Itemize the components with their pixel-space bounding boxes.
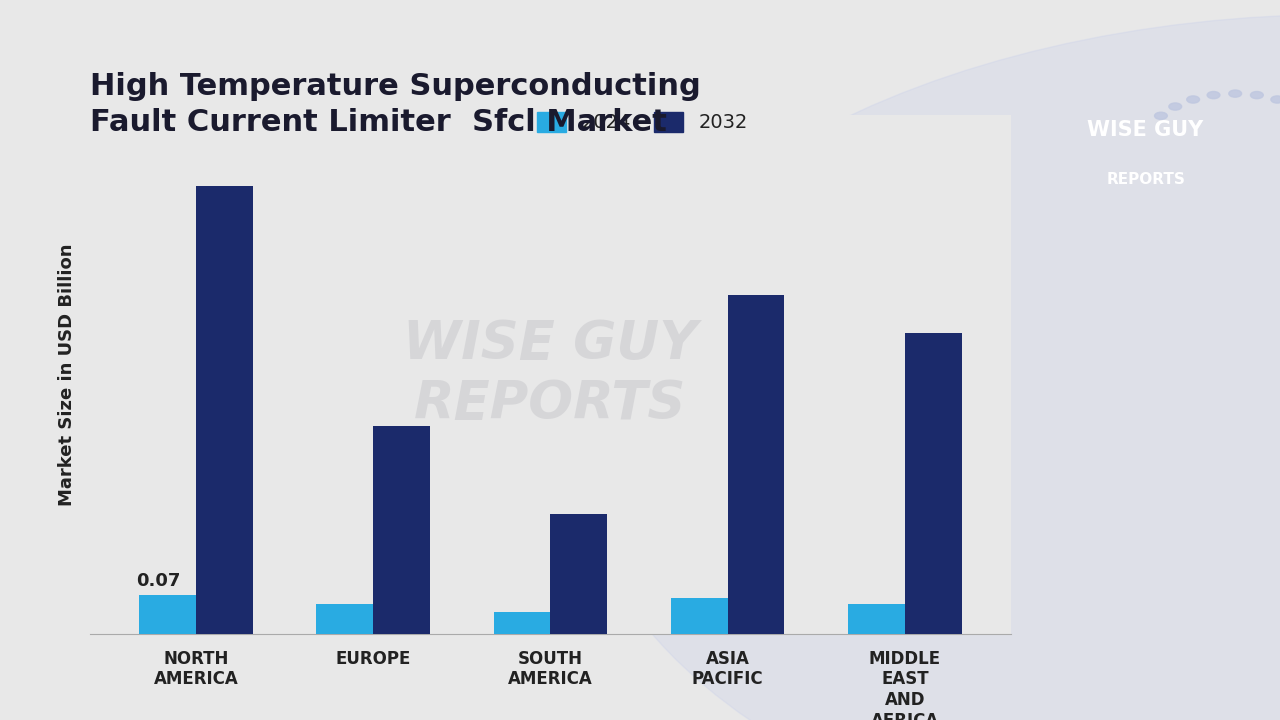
Bar <box>905 333 961 634</box>
Text: REPORTS: REPORTS <box>1106 173 1185 187</box>
Text: WISE GUY: WISE GUY <box>1088 120 1203 140</box>
Y-axis label: Market Size in USD Billion: Market Size in USD Billion <box>58 243 76 505</box>
Bar <box>849 603 905 634</box>
Legend: 2024, 2032: 2024, 2032 <box>529 104 756 140</box>
Bar <box>550 513 607 634</box>
Bar <box>140 595 196 634</box>
Bar <box>494 612 550 634</box>
Text: High Temperature Superconducting
Fault Current Limiter  Sfcl Market: High Temperature Superconducting Fault C… <box>90 72 700 137</box>
Bar <box>727 295 785 634</box>
Text: WISE GUY
REPORTS: WISE GUY REPORTS <box>403 318 698 431</box>
Bar <box>316 603 374 634</box>
Bar <box>671 598 727 634</box>
Bar <box>374 426 430 634</box>
Bar <box>196 186 252 634</box>
Text: 0.07: 0.07 <box>136 572 180 590</box>
